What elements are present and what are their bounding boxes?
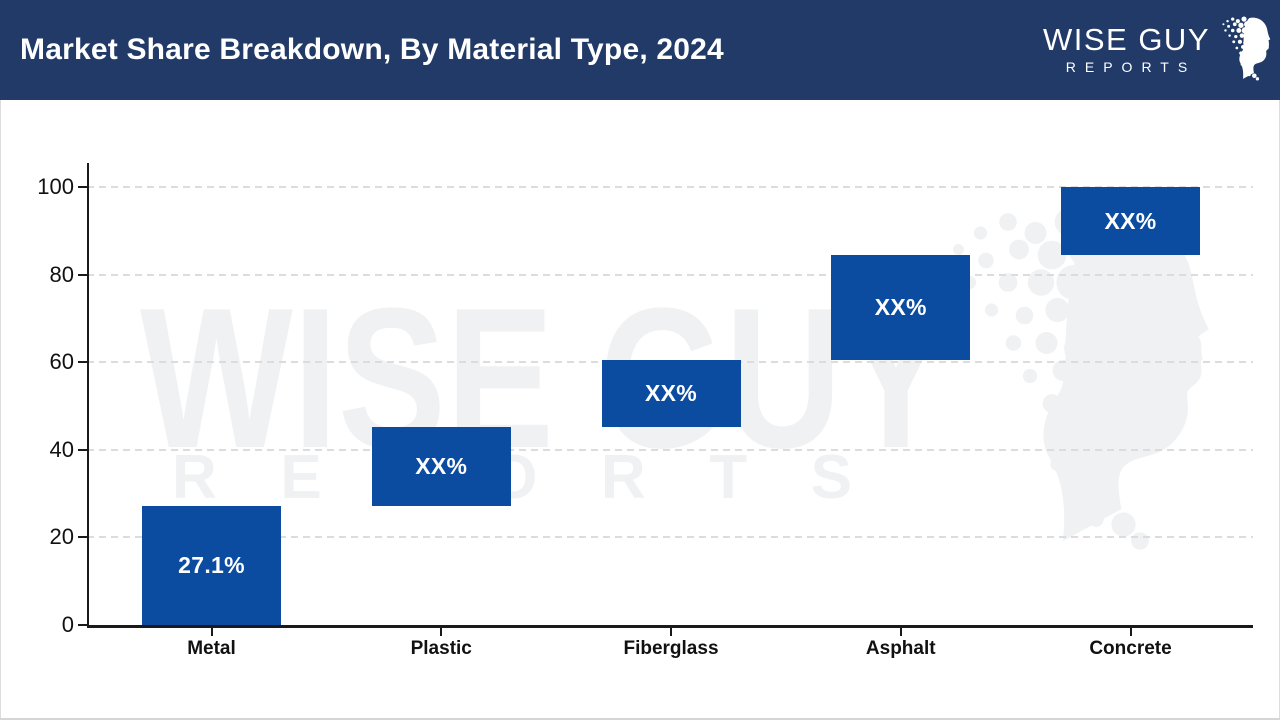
y-tick-label: 80 [49,261,74,287]
bar-metal: 27.1% [142,506,281,625]
y-axis-tick [78,448,87,451]
y-tick-label: 20 [49,524,74,550]
y-axis-tick [78,186,87,188]
x-axis-line [87,625,1253,628]
bar-asphalt: XX% [831,255,971,361]
header-bar: Market Share Breakdown, By Material Type… [0,0,1280,100]
brand-logo-text: WISE GUY REPORTS [1043,22,1210,75]
y-axis-tick [78,273,87,276]
brand-logo: WISE GUY REPORTS [1043,0,1274,100]
gridline [87,186,1253,188]
bar-value-label: XX% [644,380,698,407]
x-axis-tick [210,628,213,636]
category-label: Plastic [410,638,472,659]
y-tick-label: 40 [49,436,74,462]
plot: 0 20 40 60 80 100 27.1% Metal XX% Plastic XX% Fiber… [0,100,1280,720]
bar-value-label: XX% [415,453,468,480]
chart-area: WISE GUY R E P O R T S 02040608010027.1%… [0,100,1280,720]
gridline [87,536,1253,539]
category-label: Concrete [1089,638,1172,659]
dotted-head-icon [1222,16,1271,81]
y-axis-tick [78,361,87,364]
y-axis-tick [78,536,87,539]
bar-fiberglass: XX% [601,360,741,428]
y-axis-line [87,163,89,627]
category-label: Metal [187,638,236,659]
x-axis-tick [899,628,902,636]
bar-value-label: 27.1% [178,552,245,579]
y-axis-tick [78,624,87,626]
y-tick-label: 60 [49,349,74,375]
brand-name: WISE GUY [1042,21,1210,57]
x-axis-tick [440,628,443,636]
bar-value-label: XX% [1104,207,1157,234]
bar-value-label: XX% [874,294,927,321]
bar-plastic: XX% [371,427,511,507]
x-axis-tick [1129,628,1132,636]
y-tick-label: 100 [37,174,74,199]
x-axis-tick [670,628,672,636]
gridline [87,448,1253,451]
y-tick-label: 0 [61,612,74,637]
brand-subname: REPORTS [1065,58,1197,75]
bar-concrete: XX% [1061,187,1200,256]
category-label: Asphalt [865,638,936,659]
page-title: Market Share Breakdown, By Material Type… [20,33,724,66]
category-label: Fiberglass [623,638,719,659]
gridline [87,273,1253,276]
